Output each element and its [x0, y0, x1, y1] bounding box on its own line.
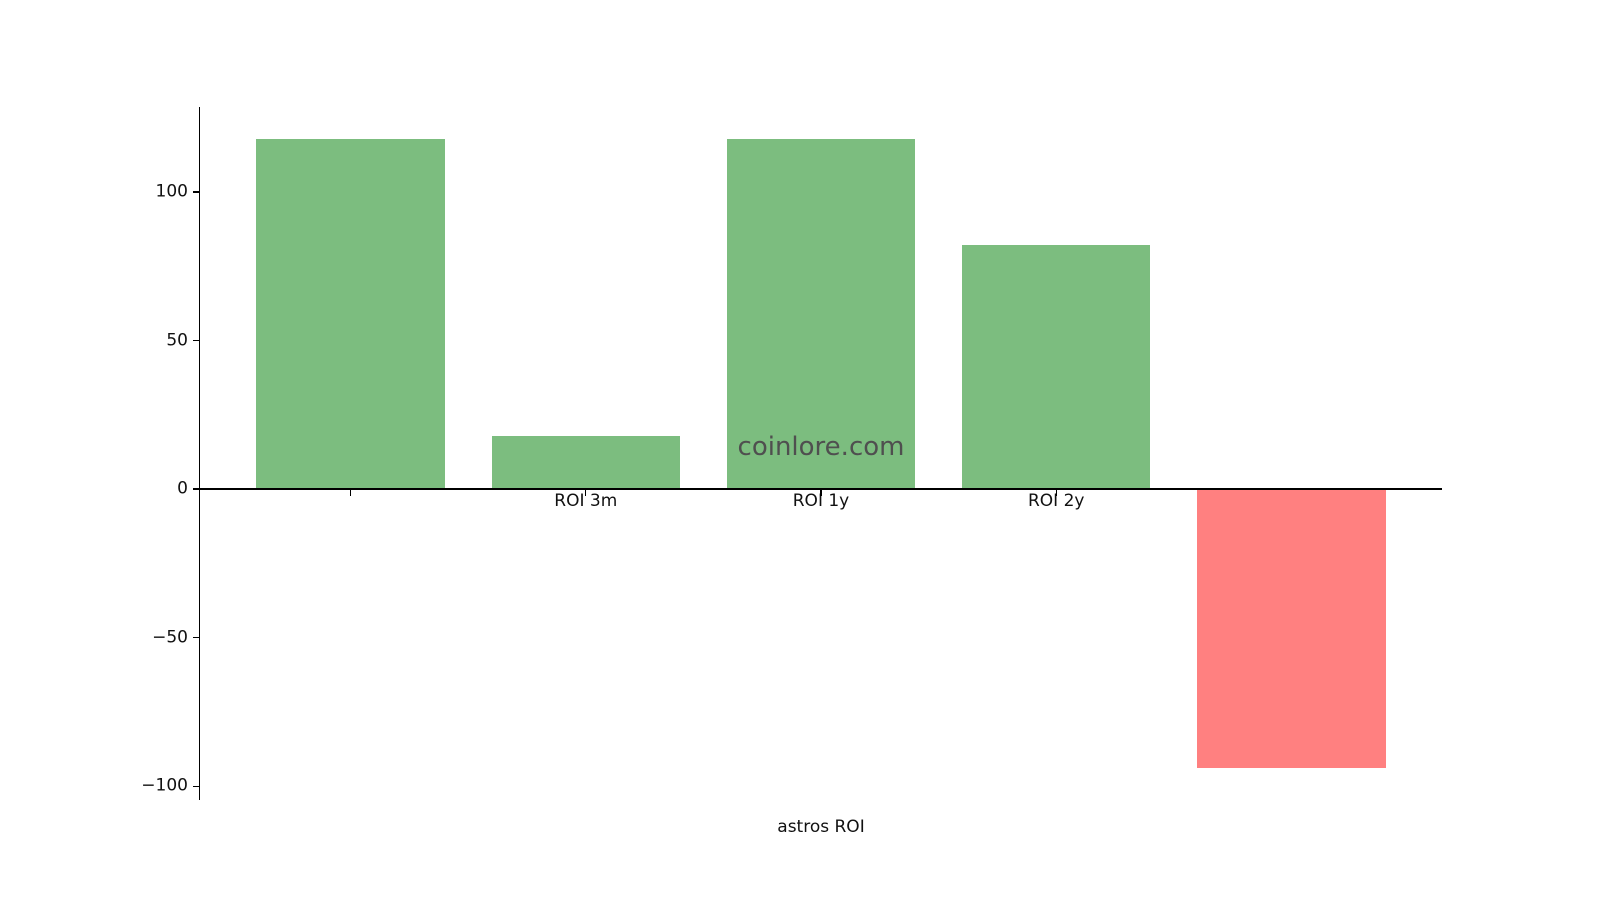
y-tick-0 — [192, 488, 199, 490]
y-axis-line — [198, 107, 200, 800]
y-tick--100 — [192, 785, 199, 788]
x-tick-3 — [1055, 489, 1057, 496]
x-tick-0 — [349, 489, 352, 496]
x-tick-label-roi-2y: ROI 2y — [1027, 491, 1085, 512]
x-tick-label-roi-3m: ROI 3m — [554, 491, 618, 512]
y-tick-100 — [192, 191, 199, 193]
y-tick-label-100: 100 — [155, 181, 188, 202]
x-tick-label-roi-1y: ROI 1y — [792, 491, 850, 512]
x-axis-title: astros ROI — [777, 817, 865, 837]
x-axis-line — [200, 488, 1442, 490]
bar-1-roi-3m — [491, 435, 680, 490]
watermark-text: coinlore.com — [737, 432, 905, 462]
bar-0 — [256, 138, 445, 490]
bar-2-roi-1y — [726, 138, 916, 490]
x-tick-1 — [585, 489, 587, 496]
bar-4 — [1197, 489, 1386, 769]
x-tick-2 — [820, 489, 822, 496]
bar-3-roi-2y — [962, 245, 1151, 490]
y-tick-label-50: 50 — [166, 330, 188, 351]
y-tick-label--100: −100 — [141, 775, 188, 796]
y-tick-50 — [192, 339, 199, 342]
y-tick--50 — [192, 637, 199, 639]
y-tick-label-0: 0 — [177, 478, 188, 499]
y-tick-label--50: −50 — [152, 627, 188, 648]
